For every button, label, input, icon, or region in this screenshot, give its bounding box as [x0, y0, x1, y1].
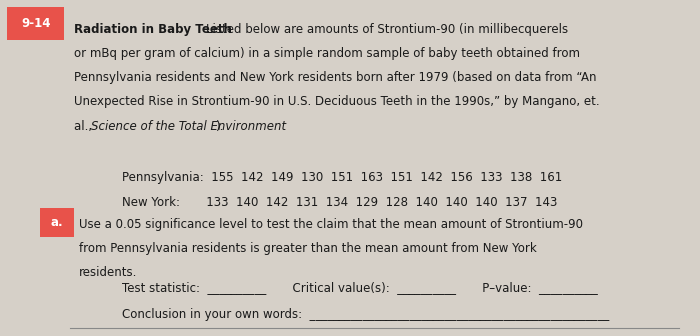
Text: 9-14: 9-14 [21, 17, 50, 30]
Text: or mBq per gram of calcium) in a simple random sample of baby teeth obtained fro: or mBq per gram of calcium) in a simple … [74, 47, 580, 60]
Text: New York:       133  140  142  131  134  129  128  140  140  140  137  143: New York: 133 140 142 131 134 129 128 14… [122, 196, 558, 209]
Text: ).: ). [215, 120, 223, 133]
Text: Radiation in Baby Teeth: Radiation in Baby Teeth [74, 23, 239, 36]
Text: residents.: residents. [79, 266, 137, 279]
Text: Unexpected Rise in Strontium-90 in U.S. Deciduous Teeth in the 1990s,” by Mangan: Unexpected Rise in Strontium-90 in U.S. … [74, 95, 599, 109]
Text: Listed below are amounts of Strontium-90 (in millibecquerels: Listed below are amounts of Strontium-90… [206, 23, 568, 36]
Text: Use a 0.05 significance level to test the claim that the mean amount of Strontiu: Use a 0.05 significance level to test th… [79, 218, 583, 231]
Text: Science of the Total Environment: Science of the Total Environment [91, 120, 286, 133]
Text: Pennsylvania:  155  142  149  130  151  163  151  142  156  133  138  161: Pennsylvania: 155 142 149 130 151 163 15… [122, 171, 563, 184]
Text: Test statistic:  __________       Critical value(s):  __________       P–value: : Test statistic: __________ Critical valu… [122, 281, 598, 294]
Text: Pennsylvania residents and New York residents born after 1979 (based on data fro: Pennsylvania residents and New York resi… [74, 71, 596, 84]
Text: a.: a. [50, 216, 63, 229]
Text: al.,: al., [74, 120, 95, 133]
Text: from Pennsylvania residents is greater than the mean amount from New York: from Pennsylvania residents is greater t… [79, 242, 537, 255]
Text: Conclusion in your own words:  _________________________________________________: Conclusion in your own words: __________… [122, 308, 610, 322]
